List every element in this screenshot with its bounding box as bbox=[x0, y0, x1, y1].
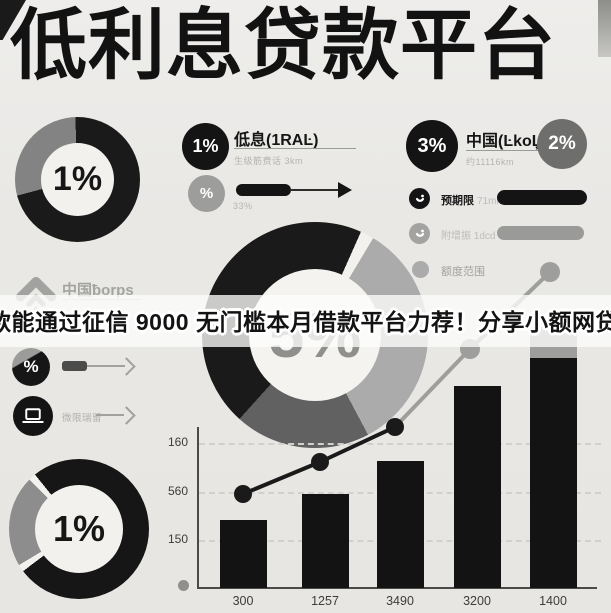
brand-name: 中国ƀorps bbox=[62, 282, 134, 299]
stat-left-title: 低息(1RAĿ) bbox=[234, 132, 319, 149]
x-axis-label: 1400 bbox=[539, 594, 567, 608]
stat-left-badge: 1% bbox=[182, 123, 229, 170]
laptop-icon bbox=[13, 396, 53, 436]
browse-label: 微限瑞留 bbox=[62, 413, 103, 424]
origin-dot bbox=[178, 580, 189, 591]
x-axis-line bbox=[197, 587, 597, 589]
y-axis-label: 150 bbox=[167, 532, 188, 546]
trend-line-point bbox=[311, 453, 329, 471]
stat-right-title: 中国(ĿkoĻ) bbox=[466, 133, 547, 150]
x-axis-label: 1257 bbox=[311, 594, 339, 608]
bar-3200 bbox=[453, 386, 501, 588]
donut-chart-top-left: 1% bbox=[15, 117, 140, 242]
gridline bbox=[199, 443, 601, 445]
stat-left-underline bbox=[234, 148, 356, 149]
trend-line-point bbox=[234, 485, 252, 503]
stat-right-underline bbox=[466, 150, 583, 151]
left-row-a-arrow-line bbox=[87, 365, 125, 367]
trend-line-point bbox=[540, 262, 560, 282]
banner-text: 款能通过征信 9000 无门槛本月借款平台力荐！分享小额网贷口子900 bbox=[0, 309, 611, 335]
x-axis-label: 3200 bbox=[463, 594, 491, 608]
clock-icon bbox=[409, 188, 430, 209]
stat-left-progress-bar bbox=[236, 184, 291, 196]
donut-value: 1% bbox=[35, 485, 123, 573]
y-axis-label: 160 bbox=[167, 435, 188, 449]
bar-1257 bbox=[301, 494, 349, 588]
stat-left-caption: 33% bbox=[233, 201, 253, 211]
right-row-1-label: 预期限 71mm bbox=[441, 192, 505, 208]
stat-left-percent-badge: % bbox=[188, 175, 225, 212]
donut-top-left-value: 1% bbox=[52, 160, 103, 198]
trend-line-point bbox=[386, 418, 404, 436]
stat-right-secondary-badge: 2% bbox=[537, 119, 587, 169]
bar-300 bbox=[219, 520, 267, 588]
right-row-1-bold: 预期限 bbox=[441, 195, 474, 207]
donut-bottom-value: 1% bbox=[52, 508, 106, 549]
bullet-dot-icon bbox=[412, 261, 429, 278]
stat-left-subtitle: 生级筋费话 3km bbox=[234, 156, 304, 166]
arrow-right-icon bbox=[338, 182, 352, 198]
bar-3490 bbox=[376, 461, 424, 588]
x-axis-label: 3490 bbox=[386, 594, 414, 608]
right-row-2-light: 附增振 1dcd bbox=[441, 231, 496, 242]
stat-right-badge: 3% bbox=[406, 120, 458, 172]
trend-line-segment bbox=[242, 460, 321, 496]
donut-value: 1% bbox=[41, 143, 114, 216]
right-row-1-light: 71mm bbox=[477, 196, 505, 207]
left-row-b-arrow-line bbox=[96, 414, 124, 416]
y-axis-label: 560 bbox=[167, 484, 188, 498]
page-title: 低利息贷款平台 bbox=[10, 3, 556, 89]
clock-icon-gray bbox=[409, 223, 430, 244]
banner-band bbox=[0, 295, 611, 347]
right-row-1-pill bbox=[497, 190, 587, 205]
percent-badge: % bbox=[12, 348, 50, 386]
donut-chart-bottom-left: 1% bbox=[9, 459, 149, 599]
stat-left-arrow-line bbox=[290, 189, 338, 191]
stat-right-subtitle: 约11116km bbox=[466, 157, 515, 167]
left-row-a-bar bbox=[62, 361, 87, 371]
right-row-2-label: 附增振 1dcd bbox=[441, 227, 495, 242]
y-axis-line bbox=[197, 427, 199, 588]
top-right-gray-streak bbox=[598, 0, 611, 57]
bar-1400 bbox=[529, 358, 577, 588]
right-row-2-pill bbox=[497, 226, 584, 240]
x-axis-label: 300 bbox=[232, 594, 254, 608]
